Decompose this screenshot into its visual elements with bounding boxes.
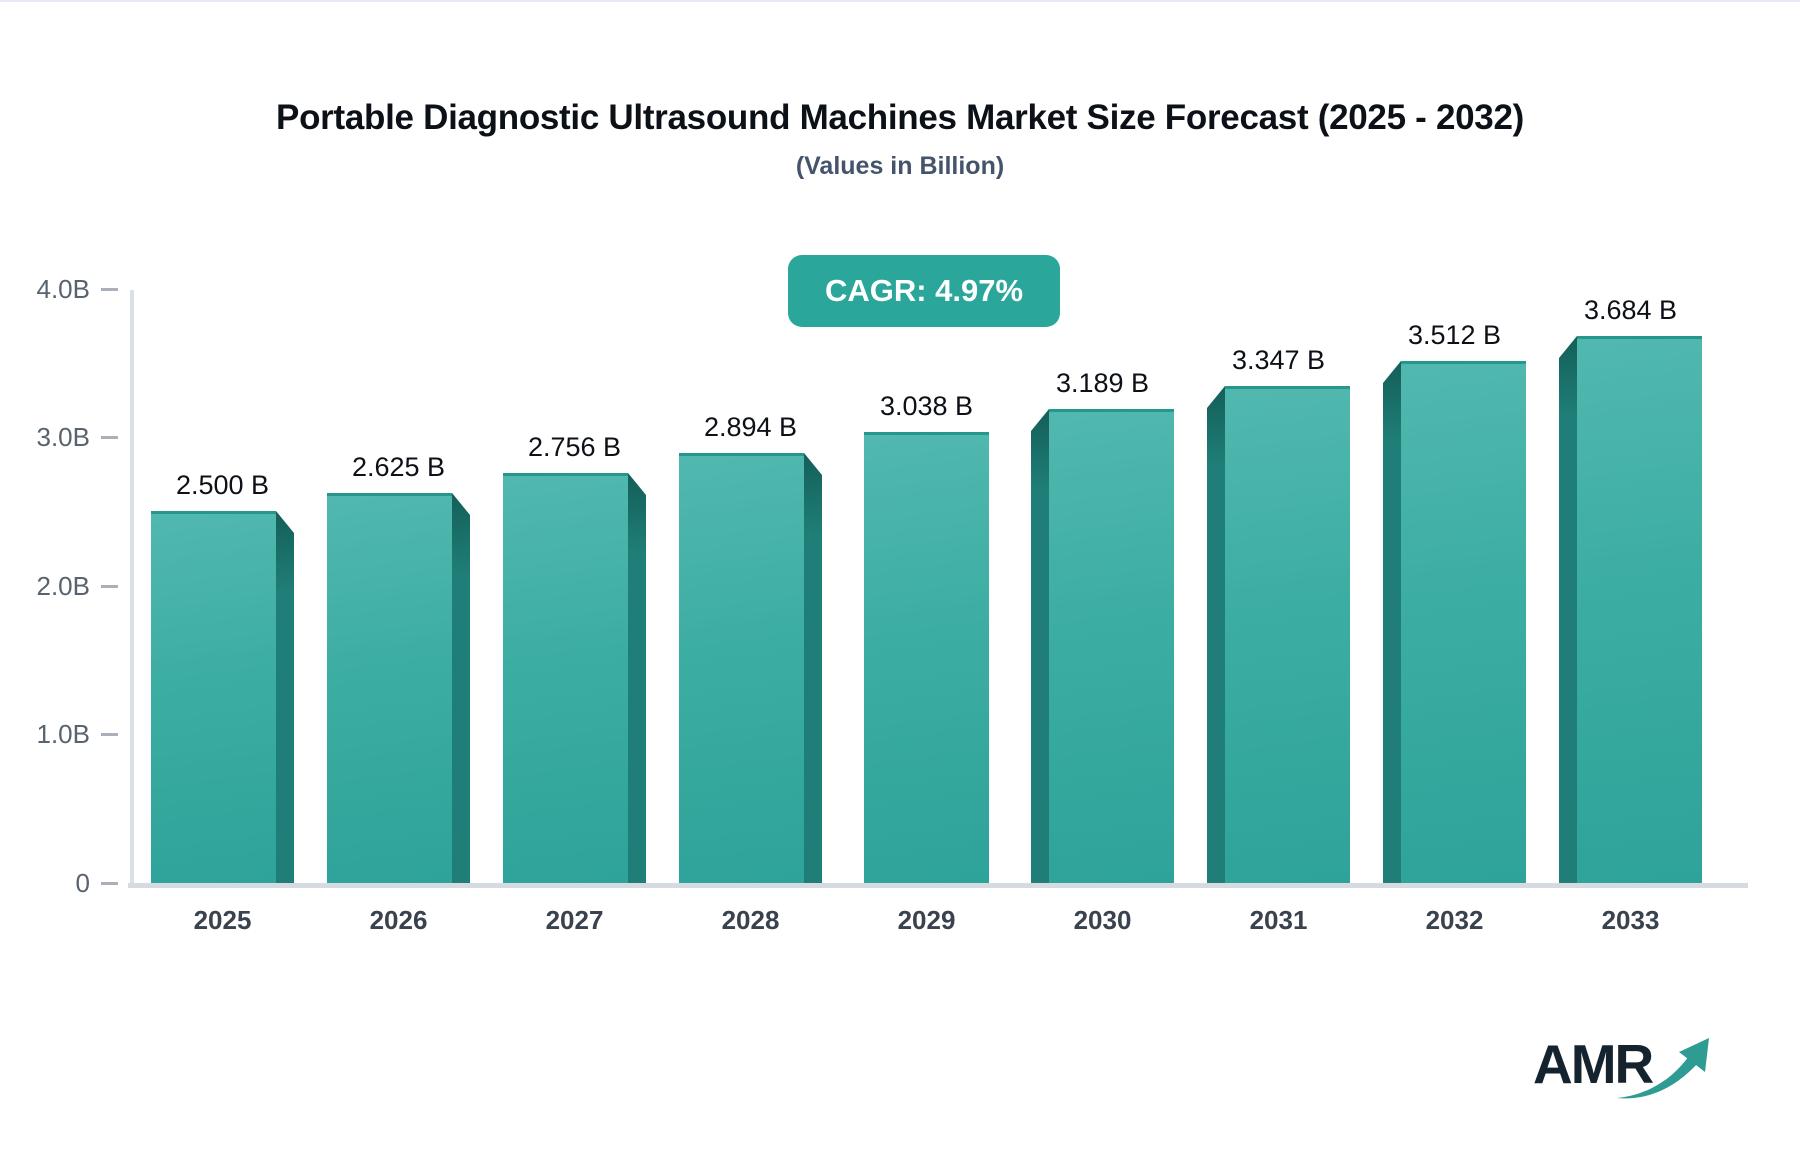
- cagr-badge: CAGR: 4.97%: [788, 255, 1060, 327]
- bar-2025: [151, 511, 294, 883]
- x-tick-label-2030: 2030: [1073, 905, 1132, 935]
- x-tick-label-2025: 2025: [193, 905, 252, 935]
- bar-3d-side: [1031, 409, 1049, 883]
- y-tick-label: 3.0B: [36, 422, 91, 453]
- bar-face: [864, 432, 989, 883]
- bar-value-label: 3.347 B: [1231, 345, 1326, 375]
- x-tick-label-2029: 2029: [897, 905, 956, 935]
- x-tick-label-2031: 2031: [1249, 905, 1308, 935]
- bar-face: [1225, 386, 1350, 883]
- y-tick-mark: [101, 584, 118, 588]
- bar-2033: [1559, 336, 1702, 883]
- bar-value-label: 2.756 B: [527, 432, 622, 462]
- bar-face: [679, 453, 804, 883]
- bar-value-label: 3.189 B: [1055, 368, 1150, 398]
- bar-3d-side: [628, 473, 646, 883]
- y-tick-mark: [101, 287, 118, 291]
- bar-3d-side: [452, 493, 470, 883]
- bar-2032: [1383, 361, 1526, 883]
- brand-logo-text: AMR: [1533, 1033, 1654, 1095]
- bar-face: [503, 473, 628, 883]
- bar-face: [327, 493, 452, 883]
- bar-face: [1401, 361, 1526, 883]
- bar-value-label: 3.512 B: [1407, 320, 1502, 350]
- y-tick-label: 4.0B: [36, 273, 91, 304]
- x-tick-label-2027: 2027: [545, 905, 604, 935]
- bar-2026: [327, 493, 470, 883]
- growth-arrow-icon: [1617, 1038, 1709, 1099]
- bar-2029: [855, 432, 998, 883]
- bar-value-label: 3.684 B: [1583, 295, 1678, 325]
- chart-subtitle: (Values in Billion): [795, 152, 1005, 180]
- bar-2028: [679, 453, 822, 883]
- bar-face: [151, 511, 276, 883]
- bar-value-label: 2.894 B: [703, 412, 798, 442]
- bar-3d-side: [1383, 361, 1401, 883]
- bar-value-label: 2.625 B: [351, 452, 446, 482]
- bar-3d-side: [1207, 386, 1225, 883]
- y-tick-mark: [101, 882, 118, 885]
- x-tick-label-2033: 2033: [1601, 905, 1660, 935]
- bar-2030: [1031, 409, 1174, 883]
- x-tick-label-2032: 2032: [1425, 905, 1484, 935]
- bar-3d-side: [1559, 336, 1577, 883]
- y-tick-label: 0: [75, 868, 90, 898]
- bar-face: [1049, 409, 1174, 883]
- bar-2027: [503, 473, 646, 883]
- bar-face: [1577, 336, 1702, 883]
- y-tick-label: 2.0B: [36, 570, 91, 601]
- x-tick-label-2028: 2028: [721, 905, 780, 935]
- y-axis-line: [130, 290, 134, 886]
- x-axis-baseline: [128, 883, 1748, 888]
- y-tick-label: 1.0B: [36, 719, 91, 750]
- bar-3d-side: [276, 511, 294, 883]
- bar-value-label: 3.038 B: [879, 391, 974, 421]
- x-tick-label-2026: 2026: [369, 905, 428, 935]
- y-tick-mark: [101, 436, 118, 440]
- bar-2031: [1207, 386, 1350, 883]
- chart-title: Portable Diagnostic Ultrasound Machines …: [276, 98, 1524, 137]
- y-tick-mark: [101, 733, 118, 737]
- bar-3d-side: [804, 453, 822, 883]
- bar-value-label: 2.500 B: [175, 470, 270, 500]
- brand-logo: AMR: [1533, 1032, 1763, 1122]
